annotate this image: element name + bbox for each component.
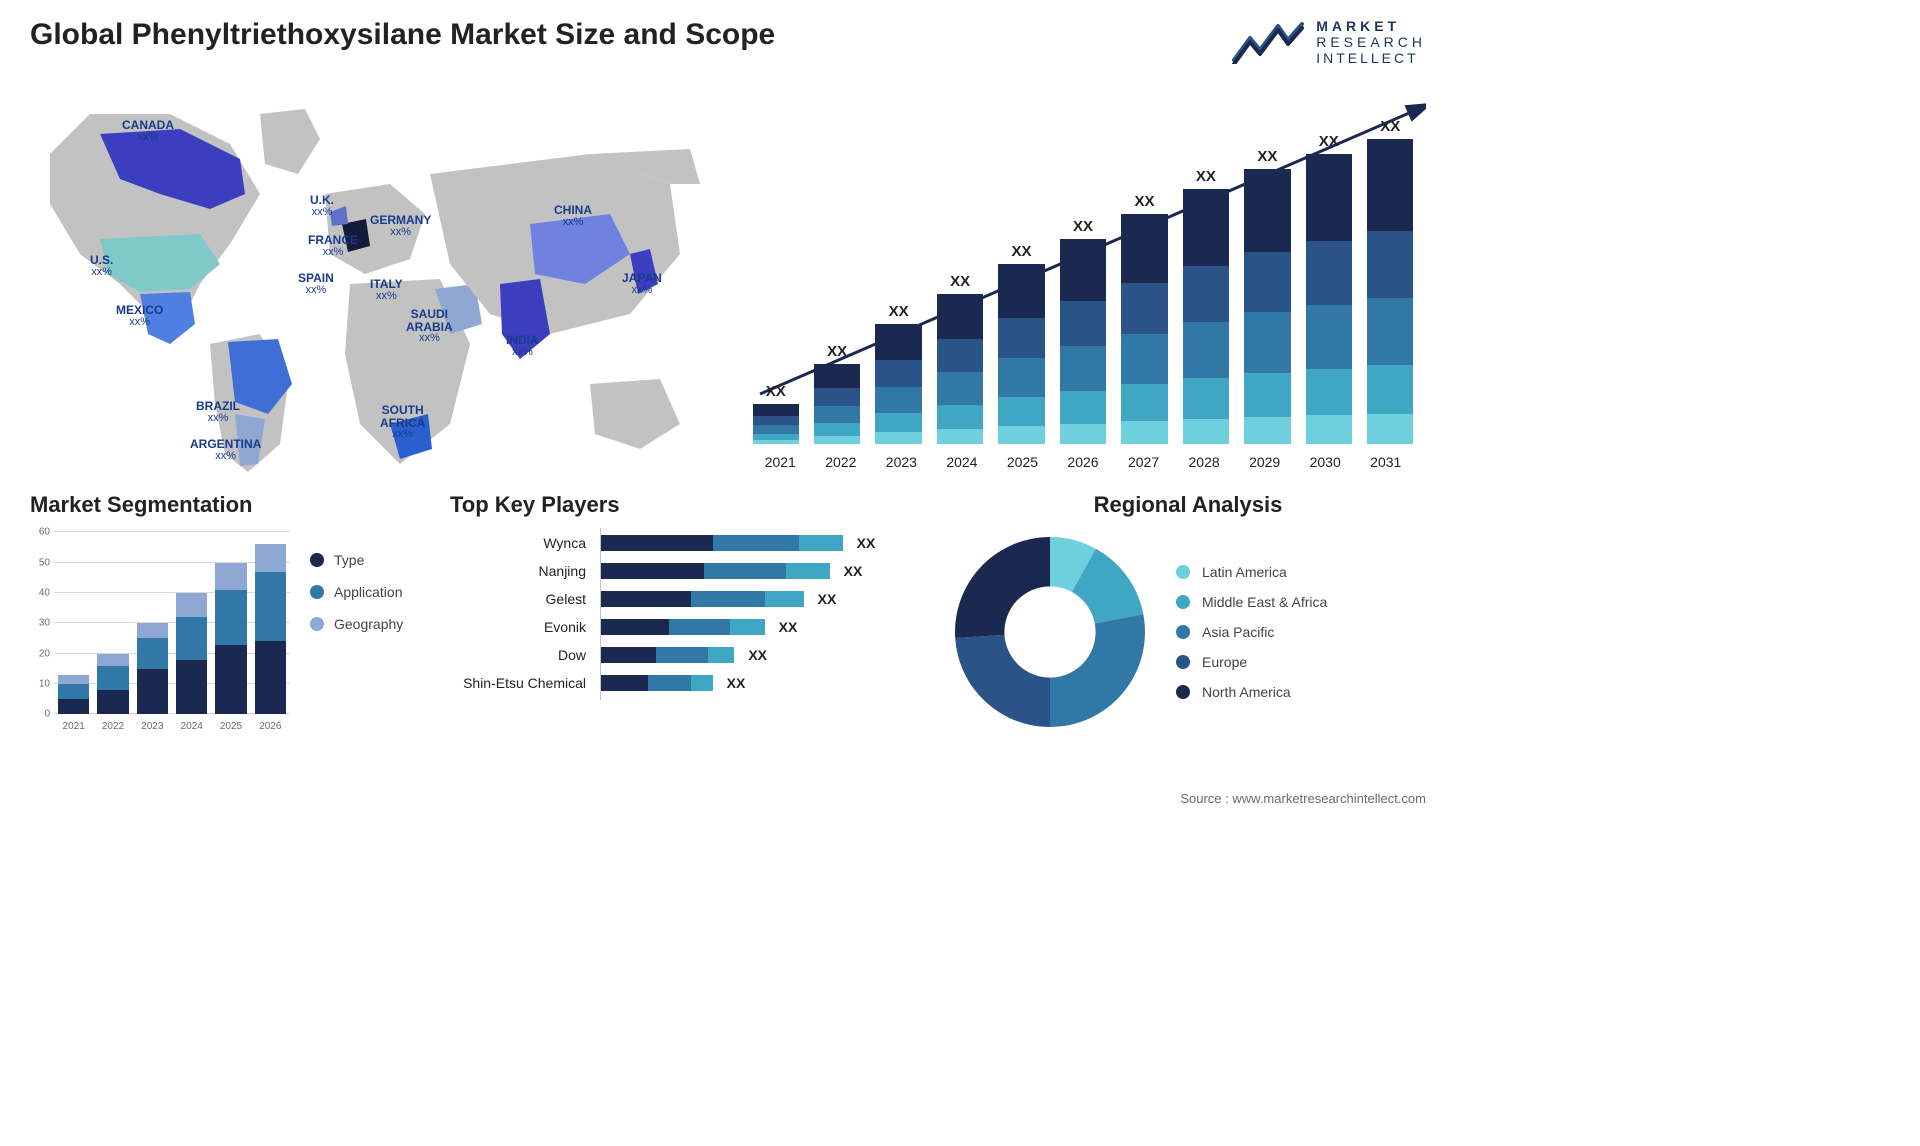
growth-bar: XX [996, 114, 1047, 444]
growth-bar: XX [1303, 114, 1354, 444]
map-label: INDIAxx% [506, 334, 539, 358]
regional-title: Regional Analysis [950, 492, 1426, 518]
map-label: U.K.xx% [310, 194, 334, 218]
growth-bar: XX [1365, 114, 1416, 444]
logo: MARKET RESEARCH INTELLECT [1232, 18, 1426, 66]
seg-bar [255, 544, 286, 714]
regional-legend-item: Asia Pacific [1176, 624, 1327, 640]
map-label: U.S.xx% [90, 254, 113, 278]
growth-bar: XX [1119, 114, 1170, 444]
map-label: GERMANYxx% [370, 214, 431, 238]
logo-line3: INTELLECT [1316, 50, 1426, 66]
seg-legend-item: Application [310, 584, 403, 600]
seg-bar [137, 623, 168, 714]
growth-bar: XX [934, 114, 985, 444]
map-label: CHINAxx% [554, 204, 592, 228]
map-label: SAUDIARABIAxx% [406, 308, 453, 345]
keyplayers-chart: WyncaXX NanjingXX GelestXX EvonikXX DowXX Shi… [450, 532, 930, 694]
map-label: FRANCExx% [308, 234, 358, 258]
logo-line1: MARKET [1316, 18, 1426, 34]
segmentation-chart: 0102030405060 202120222023202420252026 [30, 532, 290, 742]
map-label: ITALYxx% [370, 278, 403, 302]
map-label: MEXICOxx% [116, 304, 163, 328]
keyplayer-row: NanjingXX [450, 560, 930, 582]
seg-bar [97, 654, 128, 715]
regional-legend-item: North America [1176, 684, 1327, 700]
keyplayer-row: Shin-Etsu ChemicalXX [450, 672, 930, 694]
map-label: SOUTHAFRICAxx% [380, 404, 425, 441]
growth-bar: XX [1242, 114, 1293, 444]
map-label: BRAZILxx% [196, 400, 240, 424]
map-label: JAPANxx% [622, 272, 662, 296]
source-text: Source : www.marketresearchintellect.com [1180, 791, 1426, 806]
regional-legend-item: Middle East & Africa [1176, 594, 1327, 610]
page-title: Global Phenyltriethoxysilane Market Size… [30, 18, 775, 52]
map-label: ARGENTINAxx% [190, 438, 261, 462]
regional-donut [950, 532, 1150, 732]
growth-chart: XXXXXXXXXXXXXXXXXXXXXX 20212022202320242… [740, 84, 1426, 474]
map-label: CANADAxx% [122, 119, 174, 143]
keyplayers-title: Top Key Players [450, 492, 930, 518]
segmentation-legend: Type Application Geography [310, 532, 403, 742]
map-label: SPAINxx% [298, 272, 334, 296]
seg-bar [58, 675, 89, 714]
seg-legend-item: Geography [310, 616, 403, 632]
keyplayer-row: WyncaXX [450, 532, 930, 554]
growth-bar: XX [1057, 114, 1108, 444]
growth-bar: XX [873, 114, 924, 444]
keyplayer-row: GelestXX [450, 588, 930, 610]
keyplayer-row: EvonikXX [450, 616, 930, 638]
seg-legend-item: Type [310, 552, 403, 568]
logo-line2: RESEARCH [1316, 34, 1426, 50]
regional-legend: Latin America Middle East & Africa Asia Pa… [1176, 564, 1327, 700]
keyplayer-row: DowXX [450, 644, 930, 666]
logo-icon [1232, 20, 1304, 64]
seg-bar [176, 593, 207, 714]
regional-legend-item: Europe [1176, 654, 1327, 670]
growth-bar: XX [811, 114, 862, 444]
segmentation-title: Market Segmentation [30, 492, 430, 518]
growth-bar: XX [1180, 114, 1231, 444]
seg-bar [215, 563, 246, 715]
world-map: CANADAxx% U.S.xx% MEXICOxx% BRAZILxx% ARGENT… [30, 84, 710, 474]
regional-legend-item: Latin America [1176, 564, 1327, 580]
growth-bar: XX [750, 114, 801, 444]
